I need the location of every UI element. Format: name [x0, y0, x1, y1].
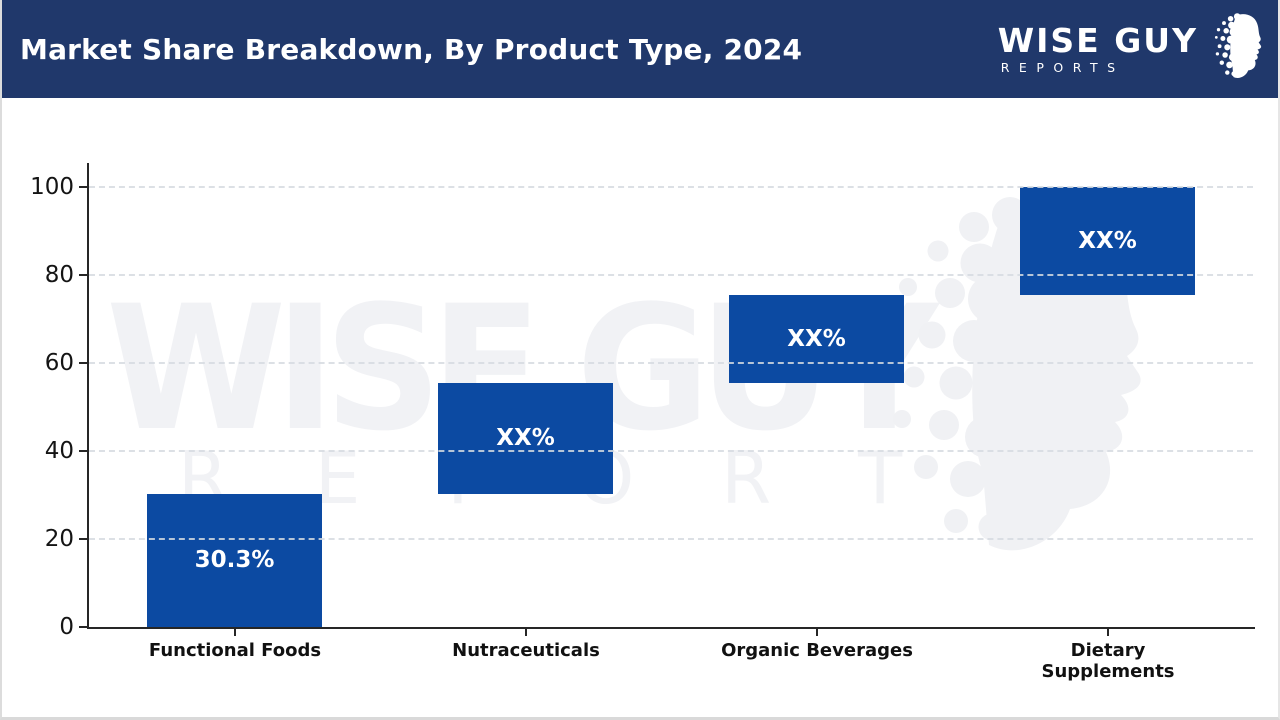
y-tick-mark — [79, 626, 88, 628]
chart-title: Market Share Breakdown, By Product Type,… — [20, 32, 803, 66]
brand-logo: WISE GUY REPORTS — [998, 11, 1268, 88]
y-tick-mark — [79, 186, 88, 188]
y-tick-mark — [79, 362, 88, 364]
brand-subtitle: REPORTS — [1000, 59, 1125, 75]
x-tick-mark — [816, 629, 818, 636]
bar-value-label: 30.3% — [194, 547, 275, 574]
brand-face-icon — [1214, 12, 1262, 78]
brand-logo-text: WISE GUY REPORTS — [998, 24, 1198, 75]
bar-segment: XX% — [438, 383, 613, 494]
gridline — [89, 450, 1253, 452]
x-tick-mark — [525, 629, 527, 636]
x-category-label: Organic Beverages — [721, 640, 913, 661]
y-tick-label: 20 — [44, 526, 74, 552]
plot-area: 30.3% XX% XX% XX% — [89, 186, 1253, 627]
gridline — [89, 274, 1253, 276]
bar-value-label: XX% — [496, 425, 555, 452]
bar-segment: 30.3% — [147, 493, 322, 627]
x-category-label: Functional Foods — [148, 640, 322, 661]
x-tick-mark — [1107, 629, 1109, 636]
y-tick-mark — [79, 538, 88, 540]
y-tick-label: 100 — [30, 174, 74, 200]
y-tick-label: 60 — [44, 350, 74, 376]
x-category-label: Dietary Supplements — [1041, 640, 1175, 683]
gridline — [89, 538, 1253, 540]
gridline — [89, 186, 1253, 188]
x-axis-spine — [87, 627, 1255, 629]
x-category-label: Nutraceuticals — [452, 640, 600, 661]
x-tick-mark — [234, 629, 236, 636]
brand-name: WISE GUY — [997, 20, 1198, 60]
header-bar: Market Share Breakdown, By Product Type,… — [0, 0, 1280, 98]
bar-segment: XX% — [1020, 187, 1195, 295]
y-tick-label: 80 — [44, 262, 74, 288]
y-tick-label: 0 — [59, 614, 74, 640]
bar-value-label: XX% — [787, 326, 846, 353]
y-tick-mark — [79, 450, 88, 452]
bar-segment: XX% — [729, 294, 904, 384]
bar-value-label: XX% — [1078, 227, 1137, 254]
gridline — [89, 362, 1253, 364]
y-tick-label: 40 — [44, 438, 74, 464]
y-axis-spine — [87, 163, 89, 629]
y-tick-mark — [79, 274, 88, 276]
